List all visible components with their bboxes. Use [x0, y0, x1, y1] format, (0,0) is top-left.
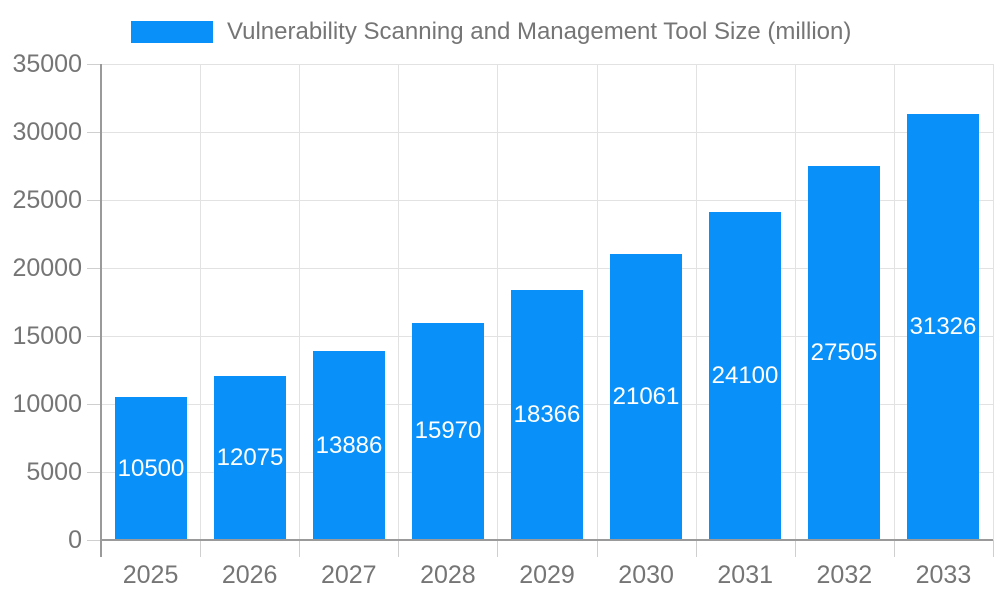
y-axis-tick-label: 30000: [12, 118, 82, 146]
gridline-vertical: [795, 64, 796, 540]
gridline-vertical: [894, 64, 895, 540]
x-tick: [795, 540, 796, 557]
bar-value-label: 15970: [414, 417, 482, 444]
x-axis-tick-label: 2032: [816, 561, 873, 589]
x-tick: [299, 540, 300, 557]
y-tick: [87, 132, 101, 133]
y-axis-tick-label: 15000: [12, 322, 82, 350]
x-tick: [993, 540, 994, 557]
x-axis-tick-label: 2026: [221, 561, 278, 589]
gridline-horizontal: [101, 64, 993, 65]
y-axis-tick-label: 25000: [12, 186, 82, 214]
x-axis-tick-label: 2027: [320, 561, 377, 589]
bar-2032[interactable]: [808, 166, 880, 540]
gridline-vertical: [200, 64, 201, 540]
y-tick: [87, 336, 101, 337]
x-tick: [200, 540, 201, 557]
x-axis-line: [101, 539, 993, 541]
gridline-vertical: [597, 64, 598, 540]
bar-value-label: 10500: [117, 455, 185, 482]
legend-swatch: [131, 21, 213, 43]
bar-value-label: 21061: [612, 383, 680, 410]
gridline-horizontal: [101, 200, 993, 201]
bar-2027[interactable]: [313, 351, 385, 540]
x-axis-tick-label: 2031: [717, 561, 774, 589]
y-axis-tick-label: 20000: [12, 254, 82, 282]
y-axis-line: [100, 64, 102, 557]
gridline-vertical: [497, 64, 498, 540]
y-tick: [87, 268, 101, 269]
bar-2030[interactable]: [610, 254, 682, 540]
y-axis-tick-label: 5000: [26, 458, 82, 486]
y-tick: [87, 200, 101, 201]
gridline-vertical: [299, 64, 300, 540]
x-tick: [894, 540, 895, 557]
bar-value-label: 13886: [315, 432, 383, 459]
gridline-vertical: [993, 64, 994, 540]
bar-value-label: 24100: [711, 362, 779, 389]
bar-2028[interactable]: [412, 323, 484, 540]
y-axis-tick-label: 35000: [12, 50, 82, 78]
bar-2026[interactable]: [214, 376, 286, 540]
x-axis-tick-label: 2030: [618, 561, 674, 589]
bar-2025[interactable]: [115, 397, 187, 540]
legend[interactable]: Vulnerability Scanning and Management To…: [131, 18, 851, 46]
bar-value-label: 18366: [513, 401, 581, 428]
bar-value-label: 31326: [909, 313, 977, 340]
x-tick: [497, 540, 498, 557]
x-tick: [696, 540, 697, 557]
bar-2029[interactable]: [511, 290, 583, 540]
y-tick: [87, 64, 101, 65]
y-axis-tick-label: 10000: [12, 390, 82, 418]
bar-2031[interactable]: [709, 212, 781, 540]
bar-2033[interactable]: [907, 114, 979, 540]
gridline-horizontal: [101, 132, 993, 133]
bar-value-label: 12075: [216, 444, 284, 471]
gridline-vertical: [398, 64, 399, 540]
gridline-horizontal: [101, 268, 993, 269]
x-tick: [597, 540, 598, 557]
gridline-vertical: [696, 64, 697, 540]
x-axis-tick-label: 2029: [519, 561, 575, 589]
y-axis-tick-label: 0: [68, 526, 82, 554]
x-axis-tick-label: 2033: [915, 561, 972, 589]
y-tick: [87, 540, 101, 541]
x-tick: [398, 540, 399, 557]
y-tick: [87, 404, 101, 405]
x-axis-tick-label: 2025: [122, 561, 179, 589]
y-tick: [87, 472, 101, 473]
bar-value-label: 27505: [810, 339, 878, 366]
legend-label: Vulnerability Scanning and Management To…: [227, 18, 852, 45]
x-axis-tick-label: 2028: [420, 561, 476, 589]
